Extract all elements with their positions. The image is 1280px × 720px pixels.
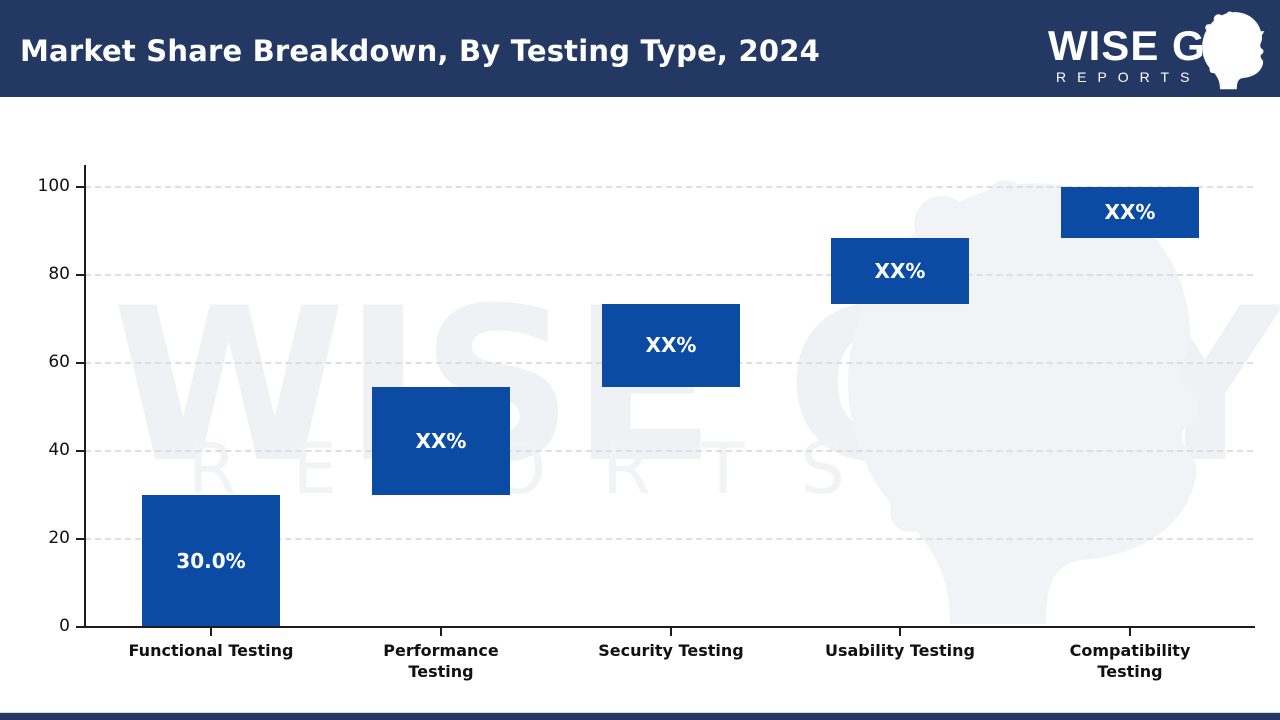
xtick-mark-2 <box>440 628 442 636</box>
ytick-mark-100 <box>76 186 84 188</box>
xtick-mark-3 <box>670 628 672 636</box>
bar-2: XX% <box>372 387 510 495</box>
footer-bar <box>0 713 1280 720</box>
logo-head-icon <box>1202 11 1264 90</box>
gridline-y80 <box>85 274 1253 276</box>
ytick-mark-0 <box>76 626 84 628</box>
bar-value-label: 30.0% <box>176 549 246 573</box>
brand-logo: WISE GUY REPORTS <box>1016 6 1266 92</box>
gridline-y20 <box>85 538 1253 540</box>
watermark-sub-text: REPORTS <box>188 428 901 510</box>
ytick-mark-80 <box>76 274 84 276</box>
bar-3: XX% <box>602 303 740 388</box>
bar-5: XX% <box>1061 187 1199 238</box>
ytick-mark-40 <box>76 450 84 452</box>
ytick-label-0: 0 <box>59 616 70 636</box>
bar-value-label: XX% <box>415 429 467 454</box>
ytick-mark-60 <box>76 362 84 364</box>
header-bar: Market Share Breakdown, By Testing Type,… <box>0 0 1280 97</box>
gridline-y100 <box>85 186 1253 188</box>
bar-1: 30.0% <box>142 495 280 627</box>
y-axis-line <box>84 165 86 628</box>
xtick-mark-4 <box>899 628 901 636</box>
page-title: Market Share Breakdown, By Testing Type,… <box>20 34 820 68</box>
category-label-3: Security Testing <box>598 641 744 660</box>
gridline-y40 <box>85 450 1253 452</box>
ytick-label-40: 40 <box>48 440 70 460</box>
ytick-label-60: 60 <box>48 352 70 372</box>
xtick-mark-5 <box>1129 628 1131 636</box>
footer-divider <box>0 712 1280 713</box>
category-label-5: Compatibility Testing <box>1069 641 1191 681</box>
x-axis-line <box>84 626 1255 628</box>
ytick-label-80: 80 <box>48 264 70 284</box>
bar-value-label: XX% <box>645 333 697 358</box>
xtick-mark-1 <box>210 628 212 636</box>
ytick-label-100: 100 <box>37 176 70 196</box>
category-label-2: Performance Testing <box>383 641 499 681</box>
ytick-label-20: 20 <box>48 528 70 548</box>
bar-4: XX% <box>831 237 969 304</box>
bar-value-label: XX% <box>1104 200 1156 225</box>
category-label-4: Usability Testing <box>824 641 975 660</box>
ytick-mark-20 <box>76 538 84 540</box>
bar-value-label: XX% <box>874 258 926 283</box>
category-label-1: Functional Testing <box>128 641 294 660</box>
logo-sub-text: REPORTS <box>1056 69 1201 85</box>
